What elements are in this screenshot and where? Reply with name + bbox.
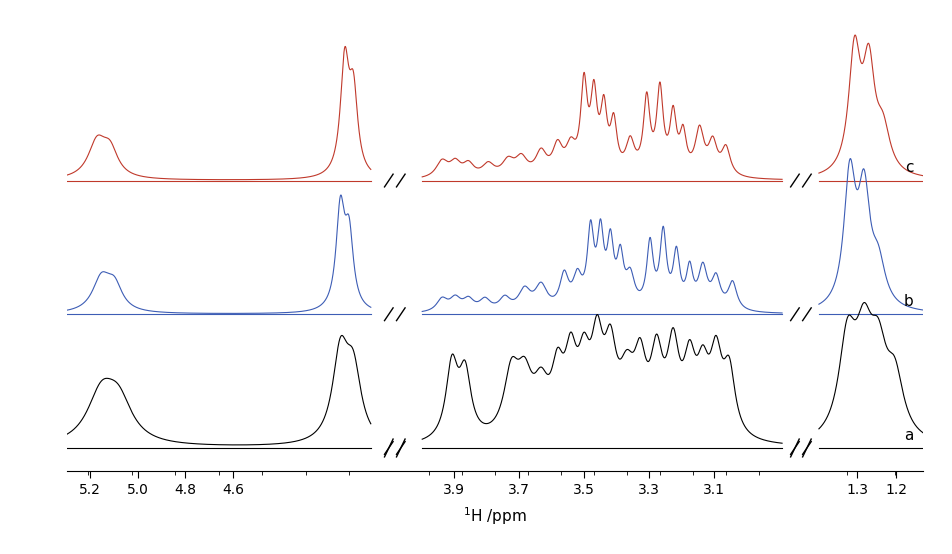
Text: b: b (903, 294, 913, 309)
X-axis label: $^{1}$H /ppm: $^{1}$H /ppm (463, 505, 527, 527)
Text: a: a (903, 428, 913, 443)
Text: c: c (904, 161, 913, 176)
